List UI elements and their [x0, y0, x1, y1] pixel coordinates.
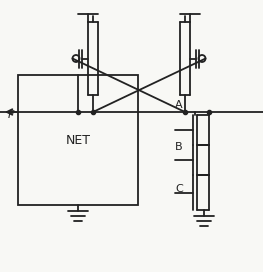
Text: F: F — [8, 110, 14, 120]
Text: C: C — [175, 184, 183, 194]
Text: NET: NET — [65, 134, 90, 147]
Bar — [18, 75, 138, 205]
Text: B: B — [175, 142, 183, 152]
Text: A: A — [175, 100, 183, 110]
